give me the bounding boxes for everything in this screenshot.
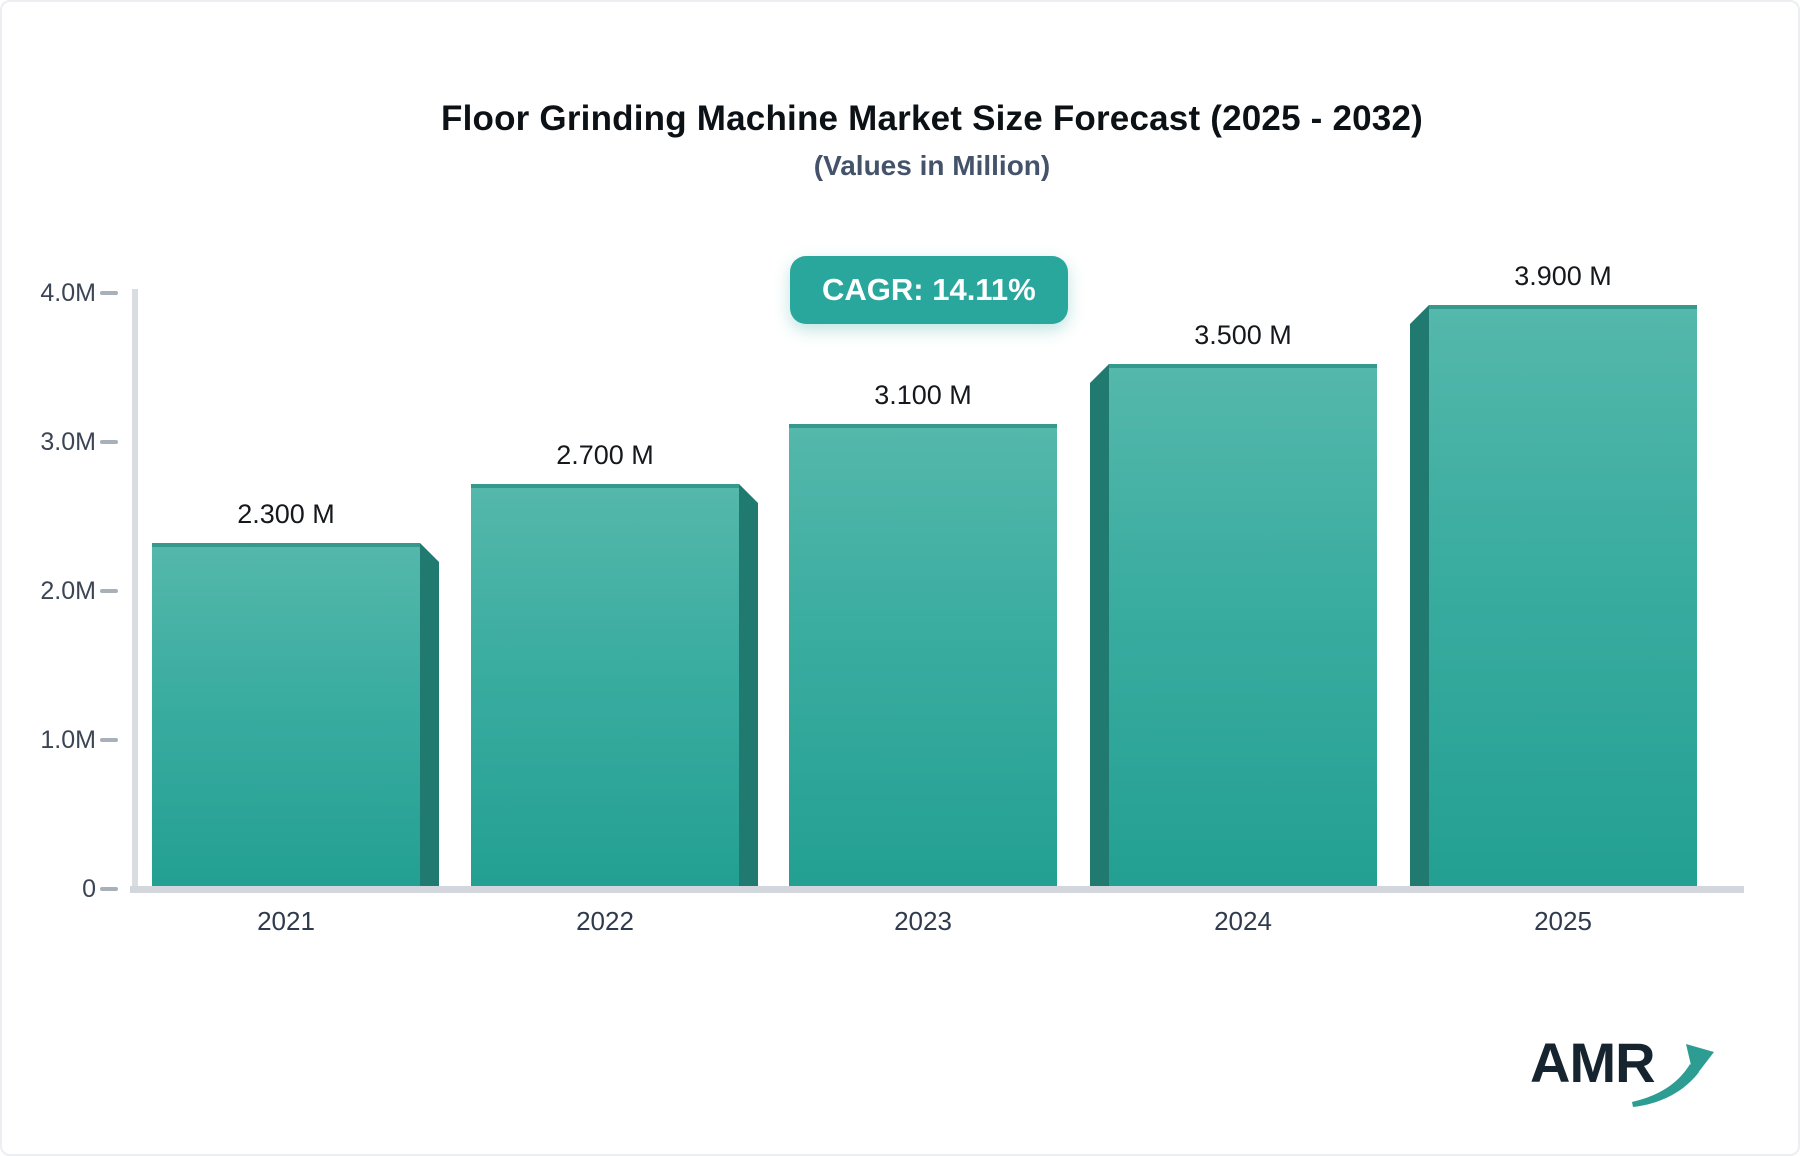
bar-2025 xyxy=(1429,305,1697,886)
y-tick-label: 3.0M xyxy=(40,428,96,456)
x-tick-label: 2022 xyxy=(576,906,634,936)
y-tick-dash xyxy=(100,887,118,891)
bar-value-label: 2.700 M xyxy=(556,440,654,470)
chart-title: Floor Grinding Machine Market Size Forec… xyxy=(441,99,1423,138)
bar-2024 xyxy=(1109,364,1377,886)
bar-value-label: 2.300 M xyxy=(237,499,335,529)
x-tick-label: 2021 xyxy=(257,906,315,936)
y-tick-dash xyxy=(100,589,118,593)
y-tick-label: 2.0M xyxy=(40,577,96,605)
bar-2022 xyxy=(471,484,739,886)
bar-3d-side xyxy=(1090,364,1109,886)
y-tick-dash xyxy=(100,291,118,295)
bar-value-label: 3.900 M xyxy=(1514,261,1612,291)
bar-3d-side xyxy=(420,543,439,886)
bar-3d-side xyxy=(1410,305,1429,886)
y-tick-label: 0 xyxy=(82,875,96,903)
bar-2021 xyxy=(152,543,420,886)
bar-value-label: 3.100 M xyxy=(874,380,972,410)
chart-subtitle: (Values in Million) xyxy=(813,150,1051,181)
y-axis-line xyxy=(132,289,138,890)
y-tick-label: 1.0M xyxy=(40,726,96,754)
y-tick-dash xyxy=(100,440,118,444)
cagr-badge: CAGR: 14.11% xyxy=(790,256,1068,324)
x-axis-line xyxy=(130,886,1744,893)
x-tick-label: 2025 xyxy=(1534,906,1592,936)
x-tick-label: 2023 xyxy=(894,906,952,936)
x-tick-label: 2024 xyxy=(1214,906,1272,936)
amr-logo: AMR xyxy=(1530,1032,1720,1116)
bar-value-label: 3.500 M xyxy=(1194,320,1292,350)
bar-3d-side xyxy=(739,484,758,886)
amr-logo-text: AMR xyxy=(1530,1031,1656,1094)
y-tick-dash xyxy=(100,738,118,742)
bar-2023 xyxy=(789,424,1057,886)
growth-arrow-icon xyxy=(1632,1044,1714,1107)
y-tick-label: 4.0M xyxy=(40,279,96,307)
